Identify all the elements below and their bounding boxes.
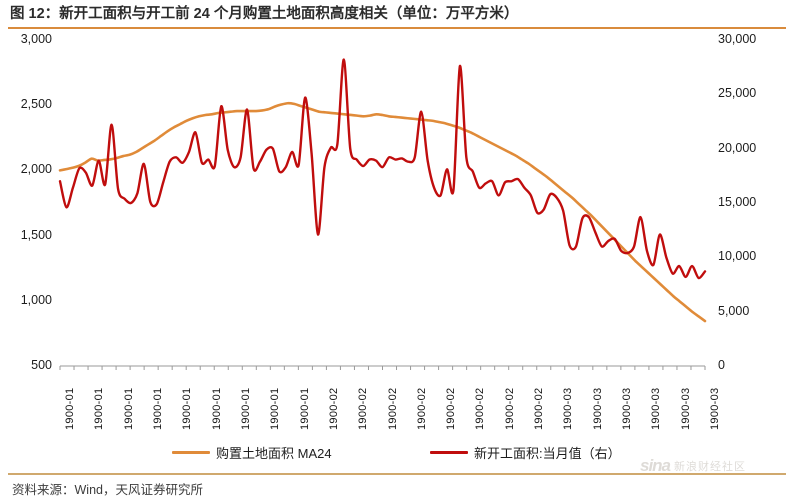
chart-legend: 购置土地面积 MA24 新开工面积:当月值（右） bbox=[0, 440, 794, 466]
series-line-land-purchase-ma24 bbox=[58, 101, 707, 323]
x-axis-tick-label: 1900-02 bbox=[357, 387, 370, 430]
left-axis-tick-label: 2,500 bbox=[20, 97, 52, 112]
x-axis-tick-label: 1900-01 bbox=[93, 387, 106, 430]
right-axis-tick-label: 15,000 bbox=[718, 195, 757, 209]
left-axis-tick-label: 1,500 bbox=[20, 227, 52, 242]
x-axis-tick-label: 1900-01 bbox=[210, 387, 223, 430]
source-note: 资料来源：Wind，天风证券研究所 bbox=[12, 483, 203, 497]
right-axis-tick-label: 5,000 bbox=[718, 303, 750, 318]
series-line-new-starts-monthly bbox=[58, 58, 707, 280]
x-axis-tick-label: 1900-02 bbox=[474, 387, 487, 430]
right-axis-tick-label: 0 bbox=[718, 358, 725, 372]
title-divider bbox=[8, 27, 786, 29]
x-axis-tick-label: 1900-02 bbox=[386, 387, 399, 430]
x-axis-tick-label: 1900-02 bbox=[415, 387, 428, 430]
footer-divider bbox=[8, 473, 786, 475]
legend-color-swatch bbox=[172, 450, 210, 454]
chart-canvas bbox=[58, 58, 707, 370]
legend-label: 新开工面积:当月值（右） bbox=[474, 445, 621, 461]
right-axis-tick-label: 30,000 bbox=[718, 32, 757, 46]
x-axis-tick-label: 1900-02 bbox=[533, 387, 546, 430]
x-axis-tick-label: 1900-03 bbox=[709, 387, 721, 430]
x-axis-tick-label: 1900-01 bbox=[269, 387, 282, 430]
right-axis-tick-label: 10,000 bbox=[718, 249, 757, 264]
x-axis-ticks: 1900-01 1900-01 1900-01 1900-01 1900-01 1900-… bbox=[0, 372, 794, 438]
x-axis-tick-label: 1900-01 bbox=[239, 387, 252, 430]
left-axis-tick-label: 3,000 bbox=[20, 32, 52, 46]
left-axis-tick-label: 500 bbox=[31, 358, 52, 372]
left-axis-tick-label: 1,000 bbox=[20, 292, 52, 307]
x-axis-tick-label: 1900-02 bbox=[327, 387, 340, 430]
plot-area: 3,000 2,500 2,000 1,500 1,000 500 30,000 25,00… bbox=[0, 30, 794, 372]
x-axis-tick-label: 1900-01 bbox=[122, 387, 135, 430]
figure-title-bar: 图 12：新开工面积与开工前 24 个月购置土地面积高度相关（单位：万平方米） bbox=[0, 0, 794, 28]
x-axis-tick-label: 1900-03 bbox=[562, 387, 575, 430]
right-axis-tick-label: 25,000 bbox=[718, 86, 757, 101]
left-axis-tick-label: 2,000 bbox=[20, 162, 52, 177]
x-axis-tick-label: 1900-01 bbox=[64, 387, 76, 430]
x-axis-tick-label: 1900-03 bbox=[650, 387, 663, 430]
legend-label: 购置土地面积 MA24 bbox=[216, 445, 332, 461]
x-axis-tick-label: 1900-01 bbox=[151, 387, 164, 430]
legend-item[interactable]: 新开工面积:当月值（右） bbox=[430, 442, 621, 462]
x-axis-tick-label: 1900-02 bbox=[503, 387, 516, 430]
x-axis-tick-label: 1900-01 bbox=[298, 387, 311, 430]
x-axis-tick-label: 1900-03 bbox=[679, 387, 692, 430]
right-axis-tick-label: 20,000 bbox=[718, 140, 757, 155]
x-axis-tick-label: 1900-03 bbox=[621, 387, 634, 430]
legend-color-swatch bbox=[430, 450, 468, 454]
x-axis-tick-label: 1900-03 bbox=[591, 387, 604, 430]
x-axis-tick-label: 1900-02 bbox=[445, 387, 458, 430]
legend-item[interactable]: 购置土地面积 MA24 bbox=[172, 442, 332, 462]
x-axis-tick-label: 1900-01 bbox=[181, 387, 194, 430]
page-title: 图 12：新开工面积与开工前 24 个月购置土地面积高度相关（单位：万平方米） bbox=[10, 6, 519, 22]
